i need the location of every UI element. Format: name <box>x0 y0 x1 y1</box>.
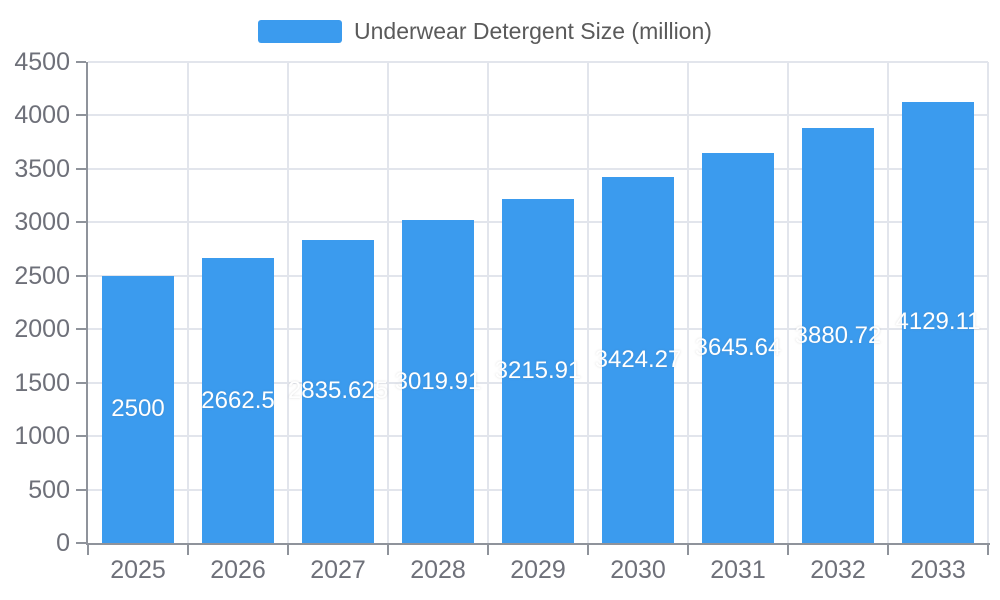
y-tick-mark <box>76 542 86 544</box>
y-axis-label: 1000 <box>14 422 70 451</box>
y-tick-mark <box>76 61 86 63</box>
bar-2026[interactable] <box>202 258 274 543</box>
y-tick-mark <box>76 381 86 384</box>
y-axis-label: 2500 <box>14 261 70 290</box>
plot-area: 0 500 1000 1500 2000 2500 3000 3500 4000 4500 2025… <box>14 49 990 583</box>
y-axis-label: 0 <box>56 529 70 557</box>
x-axis-label: 2031 <box>710 556 766 584</box>
v-gridline <box>687 62 689 543</box>
bar-2029[interactable] <box>502 199 574 543</box>
y-tick-mark <box>76 221 86 224</box>
y-axis-label: 2000 <box>14 315 70 344</box>
x-axis-label: 2029 <box>510 556 566 584</box>
x-tick-mark <box>987 545 989 555</box>
x-axis-label: 2026 <box>210 556 266 584</box>
x-axis-label: 2030 <box>610 556 666 584</box>
x-tick-mark <box>387 545 389 555</box>
x-axis-label: 2028 <box>410 556 466 584</box>
x-tick-mark <box>887 545 889 555</box>
x-axis-label: 2033 <box>910 556 966 584</box>
bar-2025[interactable] <box>102 275 174 543</box>
y-tick-mark <box>76 435 86 438</box>
y-axis-label: 4500 <box>14 48 70 76</box>
x-tick-mark <box>287 545 289 555</box>
v-gridline <box>787 62 789 543</box>
h-gridline <box>88 61 988 63</box>
legend-item[interactable]: Underwear Detergent Size (million) <box>258 19 712 43</box>
y-tick-mark <box>76 274 86 277</box>
y-axis-label: 4000 <box>14 101 70 130</box>
v-gridline <box>587 62 589 543</box>
bar-2030[interactable] <box>602 176 674 543</box>
bar-2028[interactable] <box>402 220 474 543</box>
legend-swatch <box>258 19 342 43</box>
bar-2033[interactable] <box>902 101 974 543</box>
y-tick-mark <box>76 328 86 331</box>
x-tick-mark <box>687 545 689 555</box>
v-gridline <box>387 62 389 543</box>
h-gridline <box>88 167 988 170</box>
bar-2027[interactable] <box>302 239 374 543</box>
y-tick-mark <box>76 114 86 117</box>
h-gridline <box>88 114 988 117</box>
x-axis-label: 2025 <box>110 556 166 584</box>
x-tick-mark <box>787 545 789 555</box>
bar-2032[interactable] <box>802 128 874 543</box>
y-axis-line <box>86 62 88 545</box>
v-gridline <box>187 62 189 543</box>
v-gridline <box>487 62 489 543</box>
y-axis-label: 1500 <box>14 368 70 397</box>
bar-2031[interactable] <box>702 153 774 543</box>
v-gridline <box>287 62 289 543</box>
v-gridline <box>887 62 889 543</box>
x-axis-label: 2032 <box>810 556 866 584</box>
y-tick-mark <box>76 488 86 491</box>
v-gridline <box>987 62 989 543</box>
x-tick-mark <box>587 545 589 555</box>
x-axis-line <box>86 543 990 545</box>
x-tick-mark <box>187 545 189 555</box>
y-tick-mark <box>76 167 86 170</box>
y-axis-label: 500 <box>28 475 70 504</box>
y-axis-label: 3500 <box>14 154 70 183</box>
legend-label: Underwear Detergent Size (million) <box>354 18 712 44</box>
x-axis-label: 2027 <box>310 556 366 584</box>
x-tick-mark <box>487 545 489 555</box>
x-tick-mark <box>87 545 89 555</box>
y-axis-label: 3000 <box>14 208 70 237</box>
